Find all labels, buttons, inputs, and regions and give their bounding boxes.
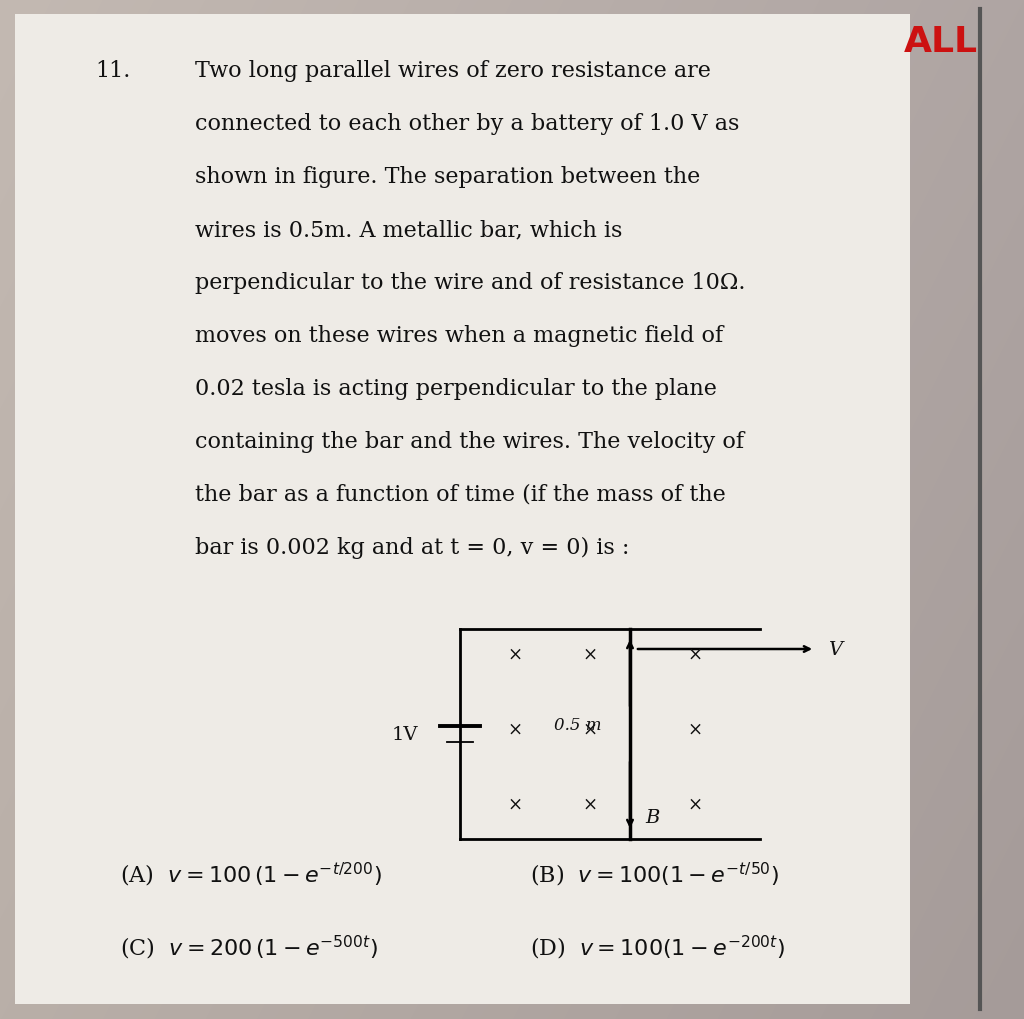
Text: V: V <box>828 640 842 658</box>
Text: ×: × <box>508 720 522 739</box>
Text: ALL: ALL <box>904 25 978 59</box>
Text: the bar as a function of time (if the mass of the: the bar as a function of time (if the ma… <box>195 484 726 505</box>
Text: ×: × <box>687 795 702 813</box>
Text: B: B <box>645 808 659 826</box>
Text: (B)  $v = 100(1 - e^{-t/50})$: (B) $v = 100(1 - e^{-t/50})$ <box>530 860 779 889</box>
Text: 0.02 tesla is acting perpendicular to the plane: 0.02 tesla is acting perpendicular to th… <box>195 378 717 399</box>
Text: 1V: 1V <box>392 726 418 743</box>
Text: moves on these wires when a magnetic field of: moves on these wires when a magnetic fie… <box>195 325 723 346</box>
Text: shown in figure. The separation between the: shown in figure. The separation between … <box>195 166 700 187</box>
Text: ×: × <box>687 720 702 739</box>
Text: wires is 0.5m. A metallic bar, which is: wires is 0.5m. A metallic bar, which is <box>195 219 623 240</box>
Text: ×: × <box>508 645 522 663</box>
Text: ×: × <box>583 645 598 663</box>
Text: (D)  $v = 100(1 - e^{-200t})$: (D) $v = 100(1 - e^{-200t})$ <box>530 933 785 961</box>
Text: ×: × <box>508 795 522 813</box>
Text: ×: × <box>687 645 702 663</box>
Text: 11.: 11. <box>95 60 130 82</box>
Text: (C)  $v = 200\,(1 - e^{-500t})$: (C) $v = 200\,(1 - e^{-500t})$ <box>120 933 378 961</box>
Text: perpendicular to the wire and of resistance 10Ω.: perpendicular to the wire and of resista… <box>195 272 745 293</box>
Text: connected to each other by a battery of 1.0 V as: connected to each other by a battery of … <box>195 113 739 135</box>
Text: (A)  $v = 100\,(1-e^{-t/200})$: (A) $v = 100\,(1-e^{-t/200})$ <box>120 860 382 889</box>
Text: 0.5 m: 0.5 m <box>554 715 602 733</box>
Text: ×: × <box>583 720 598 739</box>
Text: bar is 0.002 kg and at t = 0, v = 0) is :: bar is 0.002 kg and at t = 0, v = 0) is … <box>195 536 630 558</box>
FancyBboxPatch shape <box>15 15 910 1004</box>
Text: Two long parallel wires of zero resistance are: Two long parallel wires of zero resistan… <box>195 60 711 82</box>
Text: ×: × <box>583 795 598 813</box>
Text: containing the bar and the wires. The velocity of: containing the bar and the wires. The ve… <box>195 431 744 452</box>
